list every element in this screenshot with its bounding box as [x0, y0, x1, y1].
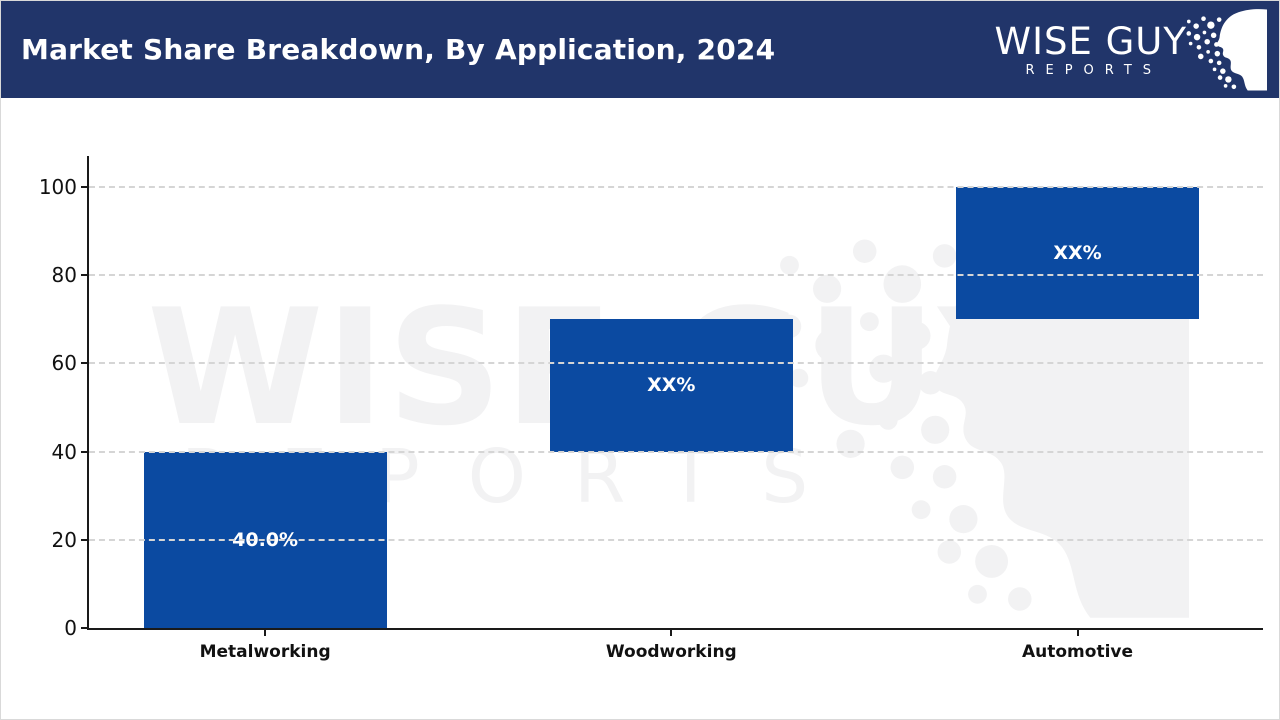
y-tick-label: 100: [38, 175, 77, 199]
category-label: Automotive: [1021, 642, 1134, 662]
x-axis-line: [87, 628, 1263, 630]
y-tick-label: 20: [51, 527, 77, 552]
page-title: Market Share Breakdown, By Application, …: [21, 33, 776, 66]
gridline-y60: [89, 362, 1263, 365]
plot-area: WISE GUY REPORTS 0 20 40 60 80 100: [39, 156, 1263, 662]
gridline-y100: [89, 186, 1263, 188]
y-tick-label: 40: [51, 439, 77, 464]
logo-subtitle: REPORTS: [1025, 62, 1163, 78]
wise-guy-reports-logo: WISE GUY REPORTS: [995, 7, 1279, 93]
y-axis-line: [87, 156, 89, 628]
y-tick-mark: [81, 186, 89, 188]
logo-text: WISE GUY REPORTS: [995, 23, 1187, 77]
bar-value-label: XX%: [1053, 242, 1102, 265]
bar-automotive: XX%: [956, 187, 1199, 320]
y-tick-mark: [81, 274, 89, 277]
category-label: Metalworking: [199, 642, 331, 662]
gridline-y40: [89, 450, 1263, 453]
y-tick-mark: [81, 538, 89, 541]
x-tick-mark: [1076, 628, 1079, 636]
x-tick-mark: [264, 628, 267, 636]
bar-woodworking: XX%: [549, 319, 793, 452]
x-tick-mark: [670, 628, 673, 636]
logo-wordmark: WISE GUY: [994, 19, 1187, 63]
y-tick-mark: [81, 627, 89, 629]
header-band: Market Share Breakdown, By Application, …: [1, 1, 1279, 98]
y-tick-label: 60: [51, 351, 77, 376]
category-label: Woodworking: [605, 642, 737, 662]
y-tick-label: 80: [51, 263, 77, 288]
gridline-y20: [89, 538, 1263, 541]
bar-value-label: XX%: [647, 374, 696, 397]
dotted-face-icon: [1186, 8, 1267, 90]
y-tick-mark: [81, 362, 89, 365]
gridline-y80: [89, 274, 1263, 277]
y-tick-mark: [81, 450, 89, 453]
y-tick-label: 0: [64, 616, 77, 640]
